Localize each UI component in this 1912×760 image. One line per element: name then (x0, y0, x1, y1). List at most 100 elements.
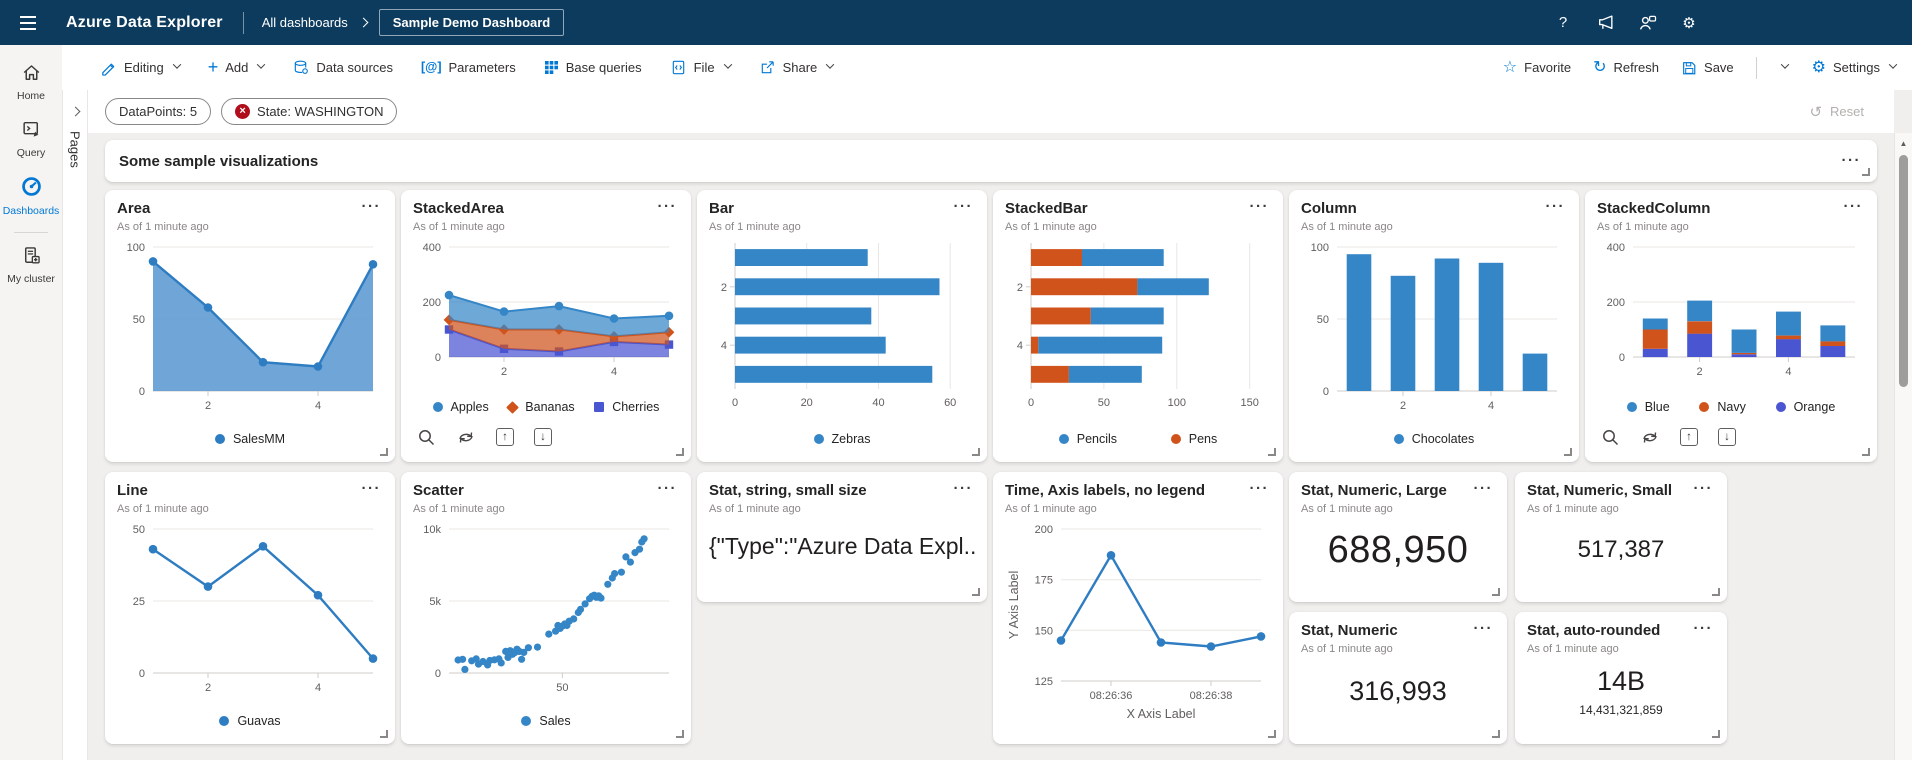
favorite-button[interactable]: ☆ Favorite (1503, 59, 1571, 76)
chart-bar[interactable]: 0 20 40 60 2 4 (709, 237, 975, 415)
chart-area[interactable]: 0 50 100 2 4 (117, 237, 383, 424)
tile-cycle-button[interactable] (456, 428, 476, 447)
scrollbar-thumb[interactable] (1899, 155, 1908, 387)
chart-area[interactable]: 0 200 400 2 4 (413, 237, 679, 392)
more-options-icon[interactable]: ··· (1545, 198, 1565, 215)
tile-move-down-button[interactable]: ↓ (1718, 428, 1736, 446)
chart-column[interactable]: 0 200 400 2 4 (1597, 237, 1865, 381)
more-options-icon[interactable]: ··· (1841, 152, 1861, 169)
legend-item[interactable]: Sales (521, 714, 571, 728)
chart-area[interactable]: 0 25 50 2 4 (117, 519, 383, 706)
tile-cycle-button[interactable] (1640, 428, 1660, 447)
parameters-button[interactable]: [@] Parameters (421, 60, 516, 75)
add-button[interactable]: + Add (208, 58, 266, 76)
more-options-icon[interactable]: ··· (1473, 620, 1493, 637)
more-options-icon[interactable]: ··· (657, 198, 677, 215)
data-sources-button[interactable]: Data sources (292, 59, 393, 76)
chart-line[interactable]: 125 150 175 200 08:26:36 08:26:38 Y Axis Label… (1005, 519, 1271, 725)
tile-resize-handle[interactable] (1564, 448, 1572, 456)
tile-resize-handle[interactable] (1492, 730, 1500, 738)
tile-resize-handle[interactable] (1492, 588, 1500, 596)
file-button[interactable]: File (670, 59, 732, 76)
more-options-icon[interactable]: ··· (953, 480, 973, 497)
chart-column[interactable]: 0 50 100 2 4 (1301, 237, 1567, 415)
tile-resize-handle[interactable] (1862, 168, 1870, 176)
editing-mode-button[interactable]: Editing (100, 59, 181, 76)
tile-resize-handle[interactable] (972, 588, 980, 596)
filter-pill-state[interactable]: × State: WASHINGTON (221, 98, 398, 125)
more-options-icon[interactable]: ··· (1473, 480, 1493, 497)
help-icon[interactable]: ? (1558, 14, 1568, 31)
tile-move-up-button[interactable]: ↑ (1680, 428, 1698, 446)
tile-resize-handle[interactable] (676, 448, 684, 456)
portal-settings-gear-icon[interactable]: ⚙ (1682, 14, 1696, 32)
remove-filter-icon[interactable]: × (235, 104, 251, 119)
chart-area[interactable]: 0 50 100 2 4 (117, 237, 383, 415)
hamburger-menu-icon[interactable] (18, 10, 44, 36)
legend-item[interactable]: Bananas (506, 400, 575, 414)
breadcrumb-all-dashboards[interactable]: All dashboards (261, 15, 348, 30)
more-options-icon[interactable]: ··· (657, 480, 677, 497)
tile-move-up-button[interactable]: ↑ (496, 428, 514, 446)
breadcrumb-current-dashboard[interactable]: Sample Demo Dashboard (378, 9, 565, 36)
chart-area[interactable]: 0 5k 10k 50 (413, 519, 679, 706)
tile-resize-handle[interactable] (1862, 448, 1870, 456)
more-options-icon[interactable]: ··· (1693, 620, 1713, 637)
legend-item[interactable]: Pens (1170, 432, 1217, 446)
more-options-icon[interactable]: ··· (953, 198, 973, 215)
base-queries-button[interactable]: Base queries (544, 60, 642, 75)
tile-resize-handle[interactable] (1268, 448, 1276, 456)
chart-area[interactable]: 0 200 400 2 4 (1597, 237, 1865, 392)
settings-button[interactable]: ⚙ Settings (1812, 59, 1898, 76)
legend-item[interactable]: Navy (1699, 400, 1746, 414)
sidebar-item-query[interactable]: Query (0, 112, 62, 169)
chart-area[interactable]: 0 50 100 2 4 (1301, 237, 1567, 424)
tile-resize-handle[interactable] (972, 448, 980, 456)
chart-line[interactable]: 0 25 50 2 4 (117, 519, 383, 697)
sidebar-item-home[interactable]: Home (0, 55, 62, 112)
user-feedback-icon[interactable] (1636, 12, 1658, 34)
save-menu-chevron-icon[interactable] (1780, 60, 1789, 69)
legend-item[interactable]: Zebras (813, 432, 870, 446)
tile-search-button[interactable] (417, 428, 436, 447)
filter-pill-datapoints[interactable]: DataPoints: 5 (105, 98, 212, 125)
chart-area[interactable]: 125 150 175 200 08:26:36 08:26:38 Y Axis Label… (1005, 519, 1271, 734)
more-options-icon[interactable]: ··· (361, 480, 381, 497)
legend-item[interactable]: Blue (1626, 400, 1670, 414)
chart-area[interactable]: 0 20 40 60 2 4 (709, 237, 975, 424)
refresh-button[interactable]: ↻ Refresh (1593, 59, 1659, 76)
tile-search-button[interactable] (1601, 428, 1620, 447)
chart-scatter[interactable]: 0 5k 10k 50 (413, 519, 679, 697)
tile-resize-handle[interactable] (676, 730, 684, 738)
chart-bar[interactable]: 0 50 100 150 2 4 (1005, 237, 1271, 415)
megaphone-feedback-icon[interactable] (1594, 12, 1616, 34)
tile-resize-handle[interactable] (1712, 588, 1720, 596)
save-button[interactable]: Save (1681, 60, 1734, 76)
more-options-icon[interactable]: ··· (1693, 480, 1713, 497)
more-options-icon[interactable]: ··· (1843, 198, 1863, 215)
tile-resize-handle[interactable] (1712, 730, 1720, 738)
tile-move-down-button[interactable]: ↓ (534, 428, 552, 446)
vertical-scrollbar[interactable]: ▲ (1894, 133, 1912, 760)
legend-item[interactable]: SalesMM (214, 432, 285, 446)
legend-item[interactable]: Cherries (594, 400, 659, 414)
share-button[interactable]: Share (759, 59, 835, 76)
more-options-icon[interactable]: ··· (1249, 480, 1269, 497)
more-options-icon[interactable]: ··· (361, 198, 381, 215)
chart-area[interactable]: 0 50 100 150 2 4 (1005, 237, 1271, 424)
legend-item[interactable]: Apples (432, 400, 489, 414)
legend-item[interactable]: Guavas (219, 714, 281, 728)
legend-item[interactable]: Pencils (1058, 432, 1117, 446)
sidebar-item-my-cluster[interactable]: My cluster (0, 238, 62, 295)
tile-resize-handle[interactable] (380, 730, 388, 738)
reset-button[interactable]: ↺ Reset (1809, 103, 1864, 121)
legend-item[interactable]: Chocolates (1393, 432, 1474, 446)
more-options-icon[interactable]: ··· (1249, 198, 1269, 215)
pages-expand-chevron-icon[interactable] (70, 106, 80, 117)
legend-item[interactable]: Orange (1775, 400, 1835, 414)
sidebar-item-dashboards[interactable]: Dashboards (0, 168, 62, 227)
scrollbar-up-arrow-icon[interactable]: ▲ (1899, 139, 1908, 148)
tile-resize-handle[interactable] (1268, 730, 1276, 738)
chart-stackedarea[interactable]: 0 200 400 2 4 (413, 237, 679, 381)
tile-resize-handle[interactable] (380, 448, 388, 456)
